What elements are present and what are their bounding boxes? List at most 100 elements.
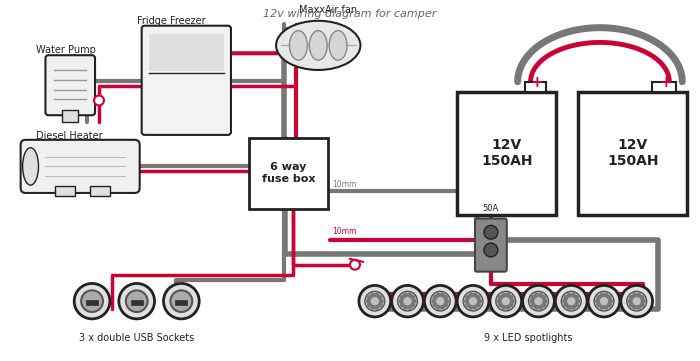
Circle shape	[484, 225, 498, 239]
Text: 6 way
fuse box: 6 way fuse box	[262, 162, 315, 184]
Circle shape	[600, 293, 604, 297]
Text: Diesel Heater: Diesel Heater	[36, 131, 102, 141]
Circle shape	[542, 303, 545, 307]
Circle shape	[411, 296, 414, 299]
Text: +: +	[659, 75, 672, 90]
Circle shape	[564, 303, 568, 307]
Circle shape	[528, 291, 548, 311]
FancyBboxPatch shape	[141, 26, 231, 135]
Circle shape	[484, 243, 498, 257]
Circle shape	[367, 299, 370, 303]
Circle shape	[466, 303, 470, 307]
Circle shape	[535, 305, 538, 309]
Text: 50A: 50A	[483, 204, 499, 213]
Circle shape	[119, 283, 155, 319]
Circle shape	[359, 286, 391, 317]
Circle shape	[542, 296, 545, 299]
Text: 10mm: 10mm	[332, 227, 356, 236]
Text: 9 x LED spotlights: 9 x LED spotlights	[484, 332, 573, 343]
FancyBboxPatch shape	[20, 140, 140, 193]
Circle shape	[399, 299, 403, 303]
Circle shape	[379, 299, 383, 303]
Bar	[578, 92, 687, 214]
Circle shape	[509, 296, 513, 299]
Circle shape	[469, 293, 472, 297]
Circle shape	[433, 303, 437, 307]
Circle shape	[539, 305, 542, 309]
Circle shape	[563, 299, 566, 303]
Bar	[131, 300, 143, 305]
Circle shape	[477, 299, 482, 303]
Circle shape	[437, 293, 440, 297]
Circle shape	[633, 293, 636, 297]
Ellipse shape	[290, 31, 307, 60]
Circle shape	[164, 283, 200, 319]
Circle shape	[368, 296, 372, 299]
Circle shape	[621, 286, 652, 317]
Circle shape	[375, 293, 379, 297]
Circle shape	[597, 303, 601, 307]
Text: Water Pump: Water Pump	[36, 45, 95, 55]
Ellipse shape	[309, 31, 327, 60]
Bar	[55, 186, 75, 196]
Circle shape	[535, 293, 538, 297]
Circle shape	[445, 299, 449, 303]
Bar	[524, 82, 547, 92]
Circle shape	[640, 303, 644, 307]
Text: 3 x double USB Sockets: 3 x double USB Sockets	[79, 332, 195, 343]
Circle shape	[444, 296, 447, 299]
Ellipse shape	[276, 21, 360, 70]
Circle shape	[630, 296, 634, 299]
Circle shape	[626, 291, 647, 311]
Bar	[148, 34, 224, 71]
Text: 12v wiring diagram for camper: 12v wiring diagram for camper	[263, 9, 437, 19]
Circle shape	[502, 305, 505, 309]
FancyBboxPatch shape	[475, 218, 507, 271]
Text: MaxxAir fan: MaxxAir fan	[299, 5, 357, 15]
Bar	[248, 138, 328, 209]
Circle shape	[400, 303, 404, 307]
Circle shape	[407, 305, 412, 309]
Circle shape	[473, 305, 477, 309]
Circle shape	[575, 296, 578, 299]
Circle shape	[531, 303, 535, 307]
Circle shape	[531, 296, 535, 299]
Circle shape	[633, 305, 636, 309]
Circle shape	[510, 299, 514, 303]
Circle shape	[437, 305, 440, 309]
Circle shape	[608, 296, 611, 299]
Circle shape	[575, 303, 578, 307]
Circle shape	[463, 291, 483, 311]
Bar	[176, 300, 188, 305]
Circle shape	[440, 305, 444, 309]
Circle shape	[477, 303, 480, 307]
Circle shape	[608, 299, 612, 303]
Text: 10mm: 10mm	[332, 180, 356, 189]
Circle shape	[498, 299, 501, 303]
Circle shape	[444, 303, 447, 307]
Circle shape	[473, 293, 477, 297]
Circle shape	[594, 291, 614, 311]
Text: 12V
150AH: 12V 150AH	[481, 138, 533, 168]
Circle shape	[506, 293, 510, 297]
Circle shape	[400, 296, 404, 299]
Circle shape	[568, 293, 571, 297]
Circle shape	[506, 305, 510, 309]
Circle shape	[604, 293, 608, 297]
Circle shape	[543, 299, 547, 303]
Bar	[86, 300, 98, 305]
Circle shape	[94, 96, 104, 105]
Circle shape	[499, 303, 503, 307]
Circle shape	[365, 291, 385, 311]
Circle shape	[641, 299, 645, 303]
Circle shape	[126, 290, 148, 312]
Circle shape	[523, 286, 554, 317]
Circle shape	[637, 305, 640, 309]
Circle shape	[378, 296, 382, 299]
Circle shape	[466, 296, 470, 299]
Circle shape	[371, 293, 374, 297]
Circle shape	[433, 296, 437, 299]
Circle shape	[430, 291, 450, 311]
Text: Fridge Freezer: Fridge Freezer	[137, 16, 206, 26]
Circle shape	[571, 293, 575, 297]
